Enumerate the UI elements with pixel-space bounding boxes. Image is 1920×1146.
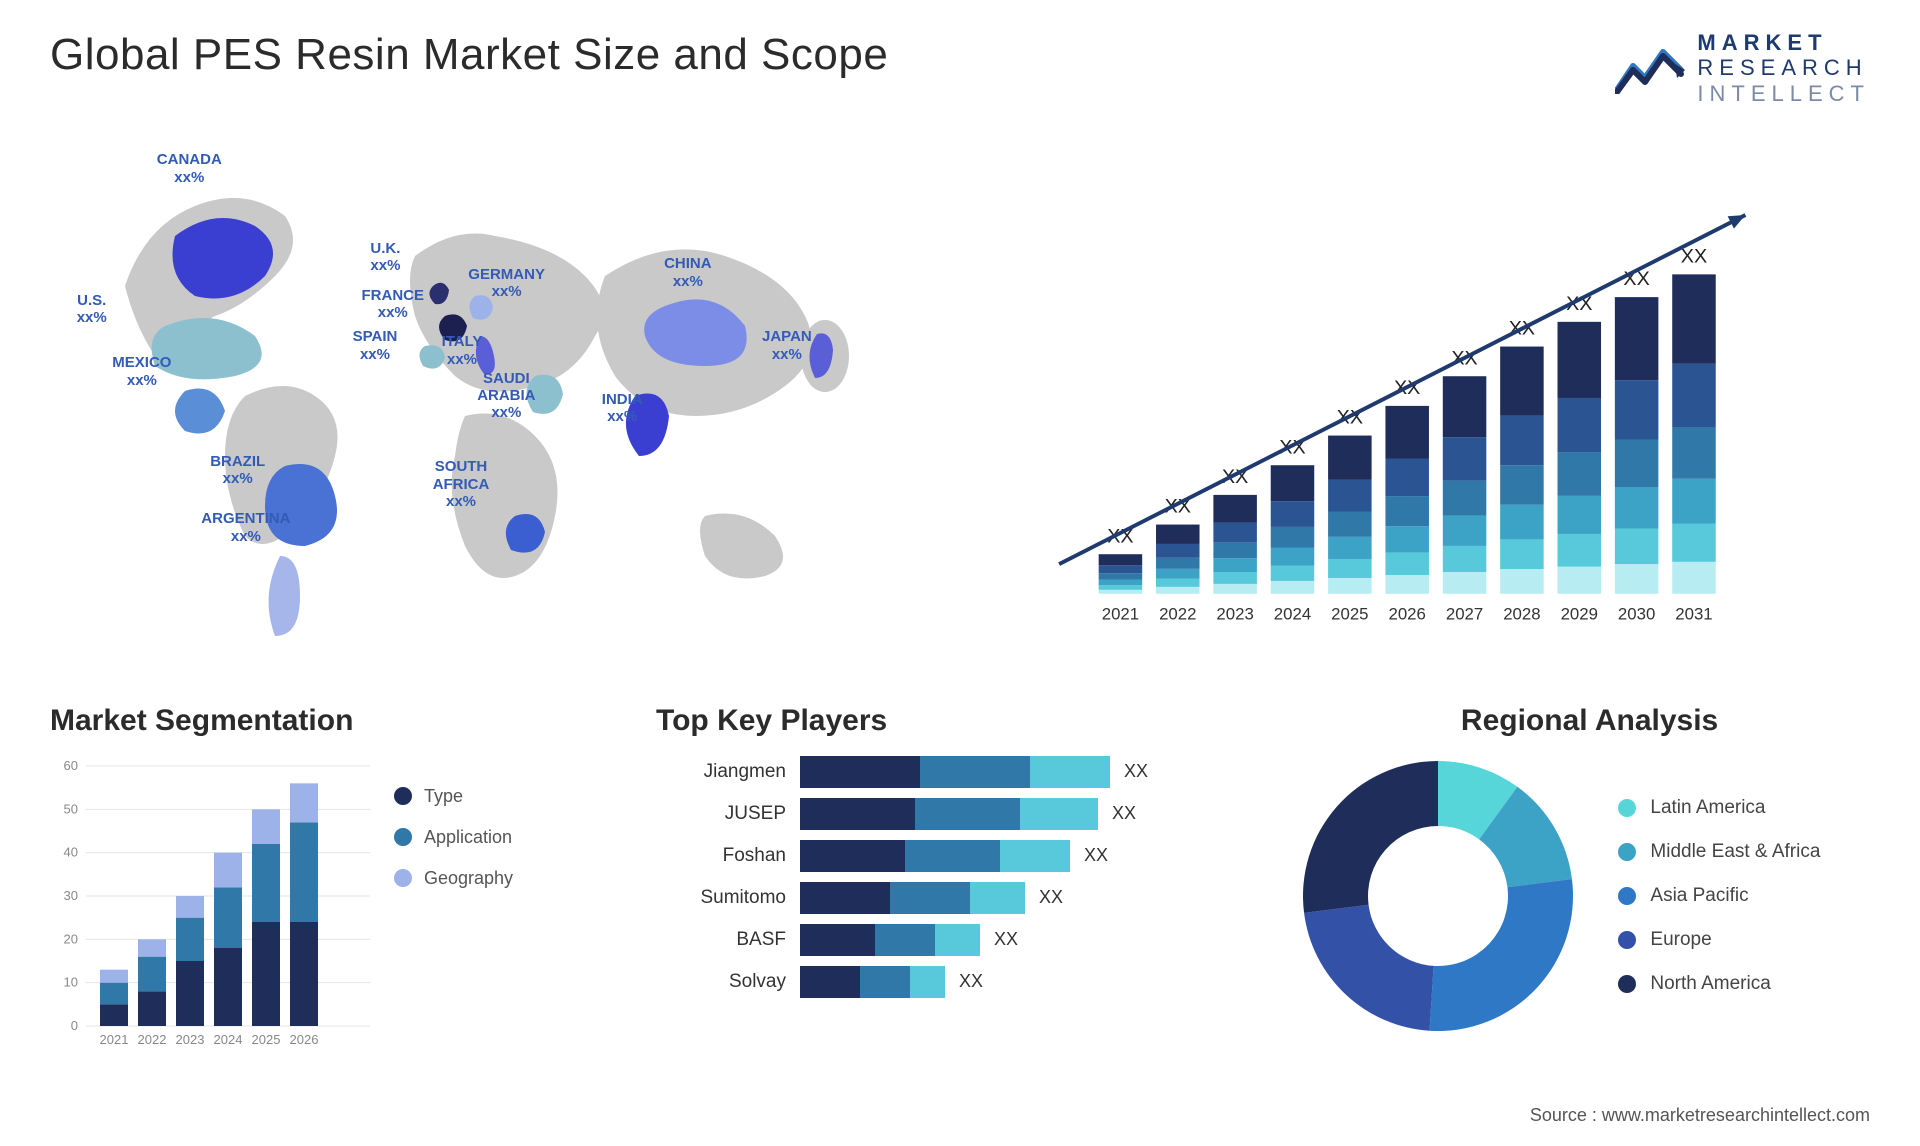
forecast-year-label: 2025 [1331,604,1368,623]
map-label-mexico: MEXICOxx% [112,354,171,389]
source-attribution: Source : www.marketresearchintellect.com [1530,1105,1870,1126]
regional-legend-item: Asia Pacific [1618,885,1820,907]
forecast-year-label: 2030 [1618,604,1655,623]
player-row: Sumitomo XX [656,882,1238,914]
map-label-saudi-arabia: SAUDIARABIAxx% [477,370,535,422]
segmentation-title: Market Segmentation [50,704,596,738]
segmentation-panel: Market Segmentation 0 10 20 30 40 50 60 2021 202… [50,704,596,1056]
map-label-spain: SPAINxx% [353,328,398,363]
forecast-year-label: 2029 [1561,604,1598,623]
svg-text:2026: 2026 [290,1032,319,1047]
player-value: XX [1112,803,1136,824]
player-value: XX [959,971,983,992]
top-row: CANADAxx% U.S.xx%MEXICOxx% BRAZILxx% ARGENT… [50,136,1870,656]
map-label-u-s-: U.S.xx% [77,292,107,327]
players-chart: Jiangmen XX JUSEP XX Foshan XX Sumitomo XX BASF X… [656,756,1238,1008]
forecast-year-label: 2023 [1216,604,1253,623]
seg-legend-item: Geography [394,868,513,889]
logo-line-1: MARKET [1697,30,1870,55]
players-panel: Top Key Players Jiangmen XX JUSEP XX Foshan X… [656,704,1238,1056]
forecast-year-label: 2028 [1503,604,1540,623]
svg-text:40: 40 [64,845,78,860]
player-name: Sumitomo [656,887,786,909]
regional-legend: Latin America Middle East & Africa Asia Pa… [1618,797,1820,995]
svg-text:30: 30 [64,888,78,903]
header: Global PES Resin Market Size and Scope M… [50,30,1870,106]
player-name: Foshan [656,845,786,867]
player-row: Jiangmen XX [656,756,1238,788]
seg-legend-item: Application [394,827,513,848]
regional-legend-item: Middle East & Africa [1618,841,1820,863]
map-label-u-k-: U.K.xx% [370,240,400,275]
svg-text:10: 10 [64,975,78,990]
forecast-year-label: 2024 [1274,604,1311,623]
player-name: Jiangmen [656,761,786,783]
map-label-france: FRANCExx% [362,287,425,322]
forecast-year-label: 2031 [1675,604,1712,623]
regional-title: Regional Analysis [1461,704,1718,738]
map-label-china: CHINAxx% [664,255,712,290]
brand-logo: MARKET RESEARCH INTELLECT [1615,30,1870,106]
players-title: Top Key Players [656,704,1238,738]
player-value: XX [1084,845,1108,866]
logo-mark-icon [1615,42,1685,94]
svg-text:2021: 2021 [100,1032,129,1047]
svg-text:2025: 2025 [252,1032,281,1047]
regional-panel: Regional Analysis Latin America Middle Ea… [1298,704,1880,1056]
svg-text:2022: 2022 [138,1032,167,1047]
logo-line-3: INTELLECT [1697,81,1870,106]
forecast-chart: XX2021XX2022XX2023XX2024XX2025XX2026XX20… [980,136,1870,656]
bottom-row: Market Segmentation 0 10 20 30 40 50 60 2021 202… [50,704,1870,1056]
map-label-japan: JAPANxx% [762,328,812,363]
segmentation-chart: 0 10 20 30 40 50 60 2021 2022 2023 2024 2025 2026 [50,756,370,1056]
player-value: XX [1039,887,1063,908]
seg-legend-item: Type [394,786,513,807]
player-value: XX [994,929,1018,950]
player-value: XX [1124,761,1148,782]
player-row: BASF XX [656,924,1238,956]
map-label-india: INDIAxx% [602,391,643,426]
forecast-year-label: 2027 [1446,604,1483,623]
regional-legend-item: North America [1618,973,1820,995]
forecast-value-label: XX [1681,245,1707,267]
map-label-canada: CANADAxx% [157,151,222,186]
player-name: JUSEP [656,803,786,825]
svg-text:60: 60 [64,758,78,773]
player-row: JUSEP XX [656,798,1238,830]
player-row: Solvay XX [656,966,1238,998]
player-row: Foshan XX [656,840,1238,872]
svg-text:20: 20 [64,931,78,946]
forecast-year-label: 2022 [1159,604,1196,623]
map-label-germany: GERMANYxx% [468,266,545,301]
svg-text:2024: 2024 [214,1032,243,1047]
logo-line-2: RESEARCH [1697,55,1870,80]
regional-legend-item: Europe [1618,929,1820,951]
map-label-argentina: ARGENTINAxx% [201,510,290,545]
forecast-year-label: 2021 [1102,604,1139,623]
map-label-italy: ITALYxx% [442,333,483,368]
player-name: Solvay [656,971,786,993]
svg-text:0: 0 [71,1018,78,1033]
svg-text:2023: 2023 [176,1032,205,1047]
segmentation-legend: Type Application Geography [394,786,513,889]
regional-legend-item: Latin America [1618,797,1820,819]
page-title: Global PES Resin Market Size and Scope [50,30,888,80]
regional-donut [1298,756,1578,1036]
player-name: BASF [656,929,786,951]
forecast-year-label: 2026 [1389,604,1426,623]
map-label-south-africa: SOUTHAFRICAxx% [433,458,490,510]
map-label-brazil: BRAZILxx% [210,453,265,488]
svg-text:50: 50 [64,801,78,816]
world-map-panel: CANADAxx% U.S.xx%MEXICOxx% BRAZILxx% ARGENT… [50,136,940,656]
